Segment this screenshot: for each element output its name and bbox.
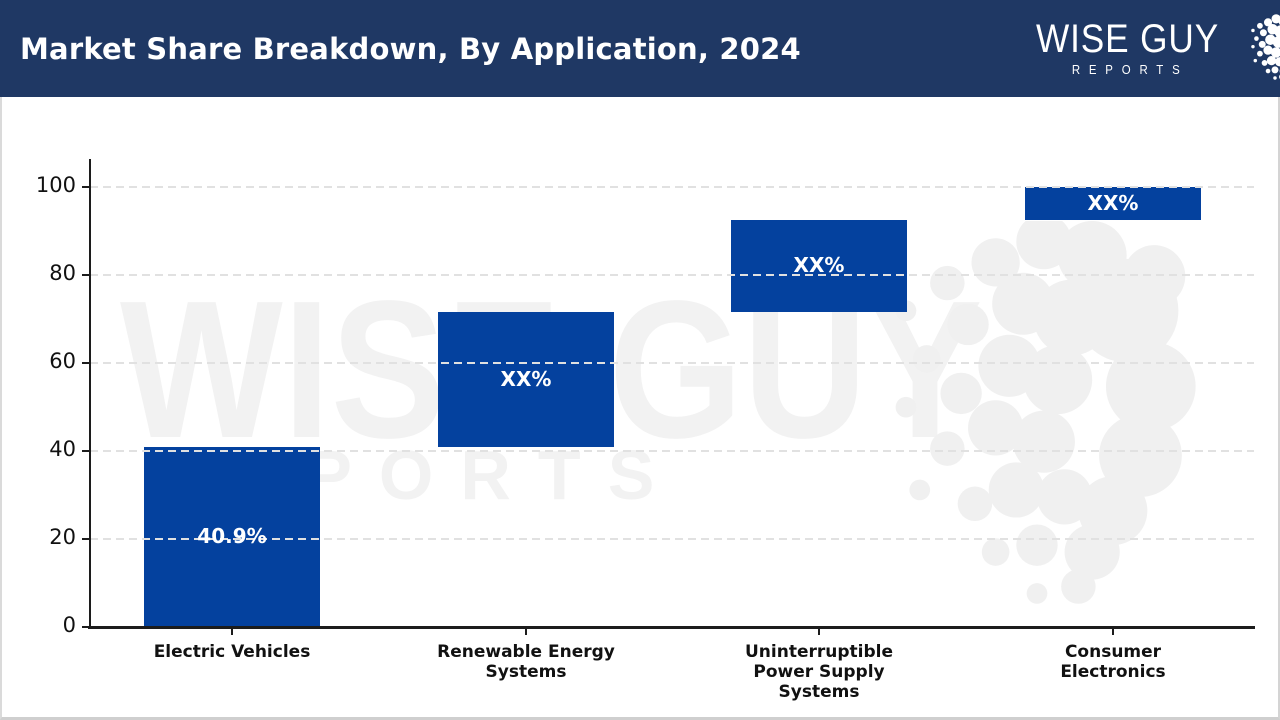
gridline (90, 538, 1254, 540)
x-category-label: Consumer Electronics (1060, 642, 1166, 682)
logo-subtitle-text: REPORTS (1071, 62, 1189, 77)
x-category-label: Electric Vehicles (153, 642, 311, 662)
x-tick-mark (231, 627, 233, 635)
y-tick-mark (82, 362, 90, 364)
y-tick-mark (82, 450, 90, 452)
gridline (90, 274, 1254, 276)
bar-segment (144, 447, 320, 627)
bar-segment (438, 312, 614, 448)
x-tick-mark (525, 627, 527, 635)
chart-plot-area: 0 20 40 60 80 100 40.9% Electric Vehicles XX% Ren… (2, 97, 1278, 717)
brand-logo: WISE GUY REPORTS (1036, 6, 1280, 92)
x-category-label: Renewable Energy Systems (437, 642, 615, 682)
header-bar: Market Share Breakdown, By Application, … (0, 0, 1280, 97)
y-tick-mark (82, 538, 90, 540)
x-tick-mark (1112, 627, 1114, 635)
gridline (90, 186, 1254, 188)
bar-value-label: 40.9% (197, 524, 267, 549)
y-tick-mark (82, 274, 90, 276)
logo-brand-text: WISE GUY (1036, 17, 1220, 61)
y-tick-mark (82, 626, 90, 628)
logo-head-icon (1251, 14, 1280, 80)
x-category-label: Uninterruptible Power Supply Systems (744, 642, 893, 702)
gridline (90, 450, 1254, 452)
x-axis-line (88, 625, 1255, 629)
bar-value-label: XX% (500, 366, 552, 391)
logo-wordmark-block: WISE GUY REPORTS (1036, 19, 1219, 79)
bar-value-label: XX% (793, 253, 845, 278)
y-tick-label: 20 (49, 525, 76, 549)
page-title: Market Share Breakdown, By Application, … (20, 31, 801, 66)
y-tick-label: 60 (49, 349, 76, 373)
y-tick-mark (82, 186, 90, 188)
chart-canvas: WISE GUY REPORTS 0 20 40 60 80 100 40.9% Electr… (0, 97, 1280, 720)
y-tick-label: 0 (62, 613, 76, 637)
y-tick-label: 40 (49, 437, 76, 461)
bar-segment (1025, 187, 1201, 221)
x-tick-mark (818, 627, 820, 635)
y-axis-line (88, 159, 91, 629)
gridline (90, 362, 1254, 364)
bar-value-label: XX% (1087, 190, 1139, 215)
bar-segment (731, 220, 907, 313)
y-tick-label: 100 (35, 173, 76, 197)
y-tick-label: 80 (49, 261, 76, 285)
